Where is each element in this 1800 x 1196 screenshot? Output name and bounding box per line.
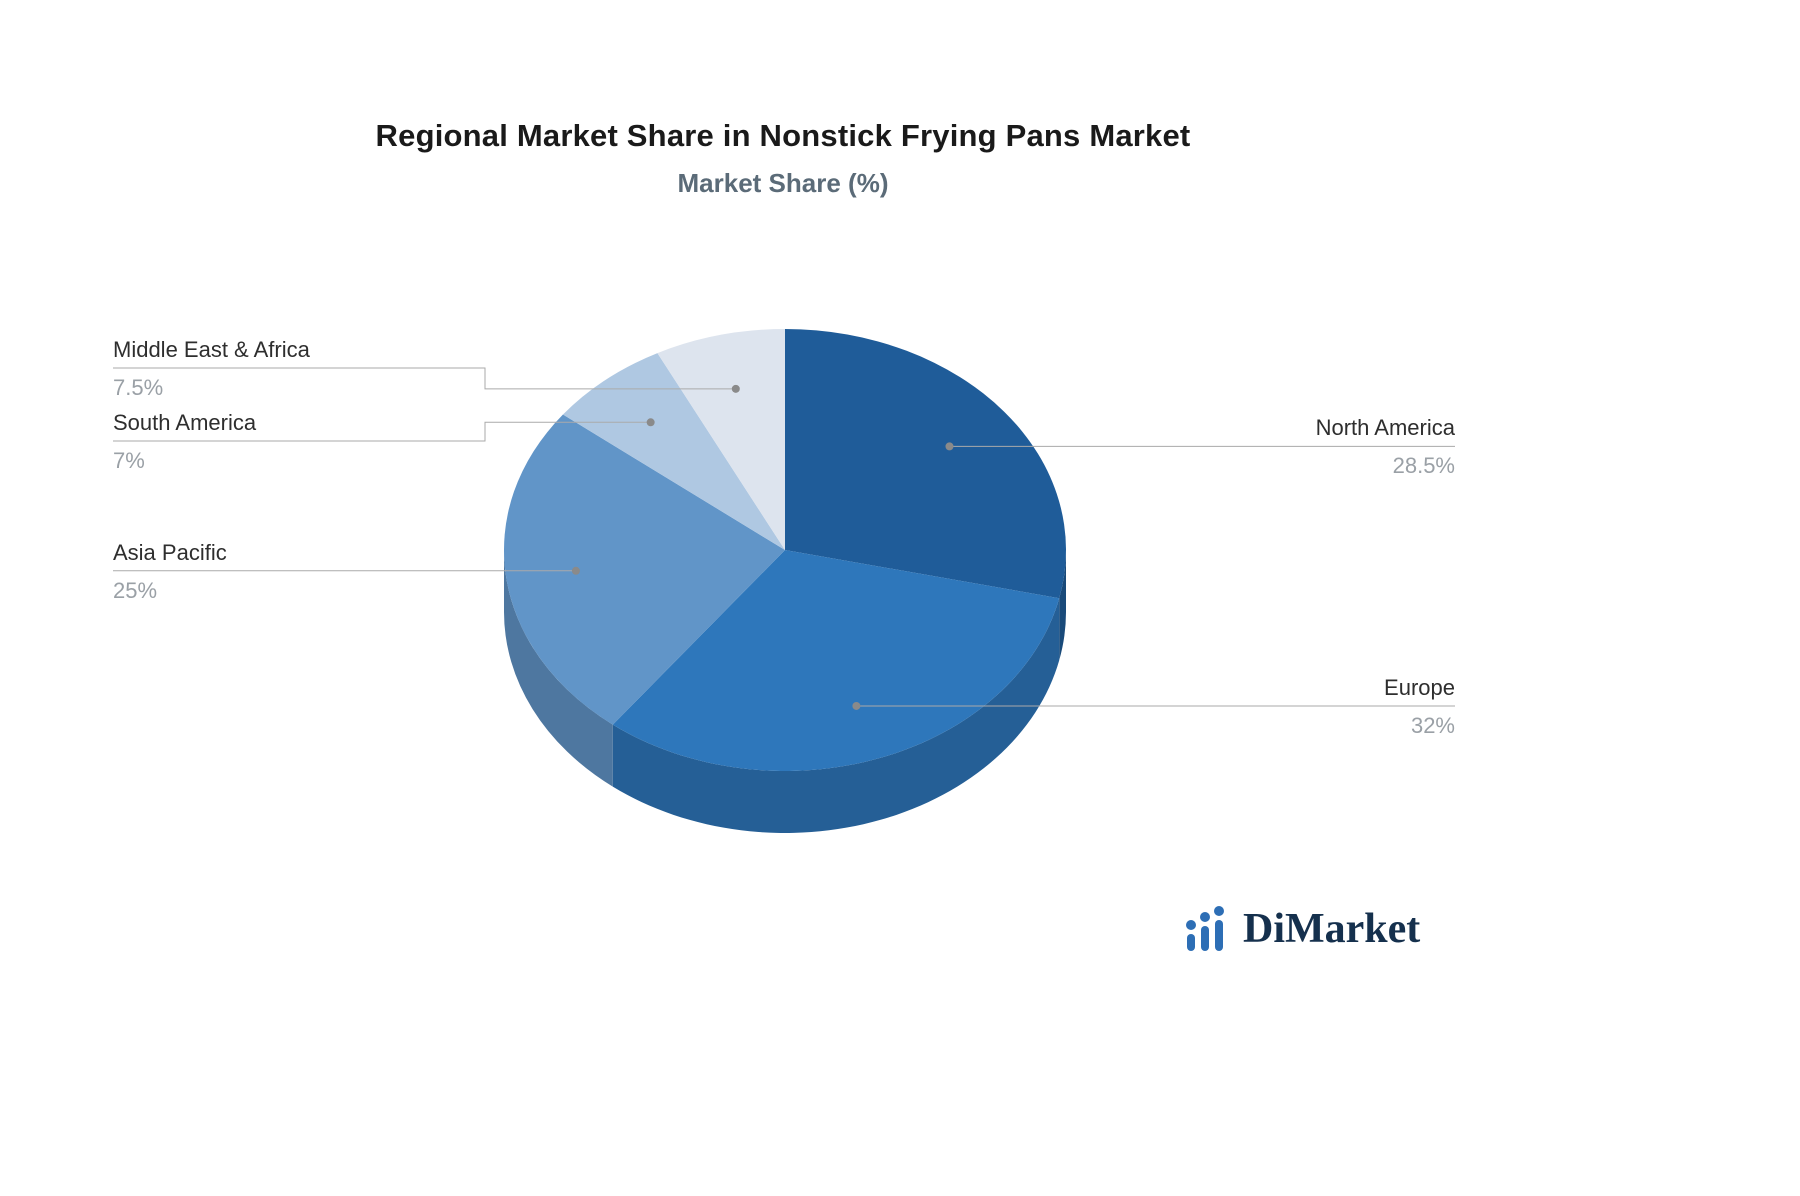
chart-subtitle: Market Share (%) xyxy=(677,168,889,198)
slice-dot-south-america xyxy=(646,418,655,427)
slice-label-name: North America xyxy=(1315,415,1455,441)
slice-label-value: 32% xyxy=(1410,712,1455,738)
slice-label-value: 28.5% xyxy=(1392,453,1455,479)
slice-label-south-america: South America 7% xyxy=(113,410,256,474)
pie-slice-asia-pacific[interactable] xyxy=(503,414,785,725)
pie-slice-south-america[interactable] xyxy=(562,353,785,550)
brand-name: DiMarket xyxy=(1243,906,1421,952)
slice-label-name: Europe xyxy=(1384,674,1455,700)
slice-label-name: South America xyxy=(113,410,257,435)
slice-label-middle-east-africa: Middle East & Africa 7.5% xyxy=(113,337,310,401)
pie-wall-asia-pacific xyxy=(504,550,613,787)
slice-dot-asia-pacific xyxy=(571,566,580,575)
slice-dot-middle-east-africa xyxy=(731,384,740,393)
pie-slice-middle-east-africa[interactable] xyxy=(657,329,785,550)
brand-logo: DiMarket xyxy=(1185,903,1420,955)
label-connector-south-america xyxy=(113,421,651,442)
pie-slice-north-america[interactable] xyxy=(785,329,1066,599)
brand-icon xyxy=(1186,906,1224,951)
slice-label-name: Middle East & Africa xyxy=(113,337,310,362)
slice-dot-north-america xyxy=(945,442,954,451)
slice-label-asia-pacific: Asia Pacific 25% xyxy=(113,540,227,604)
pie-wall-europe xyxy=(612,598,1060,834)
slice-label-name: Asia Pacific xyxy=(113,539,227,565)
slice-dot-europe xyxy=(852,701,861,710)
slice-label-value: 7% xyxy=(113,448,145,473)
slice-label-north-america: North America 28.5% xyxy=(1316,415,1455,479)
slice-label-value: 7.5% xyxy=(113,375,164,400)
slice-label-europe: Europe 32% xyxy=(1384,675,1455,739)
pie-slice-europe[interactable] xyxy=(612,550,1060,771)
label-connector-middle-east-africa xyxy=(113,367,736,390)
pie-wall-north-america xyxy=(1059,550,1066,661)
slice-label-value: 25% xyxy=(113,577,158,603)
chart-title: Regional Market Share in Nonstick Frying… xyxy=(375,118,1191,153)
